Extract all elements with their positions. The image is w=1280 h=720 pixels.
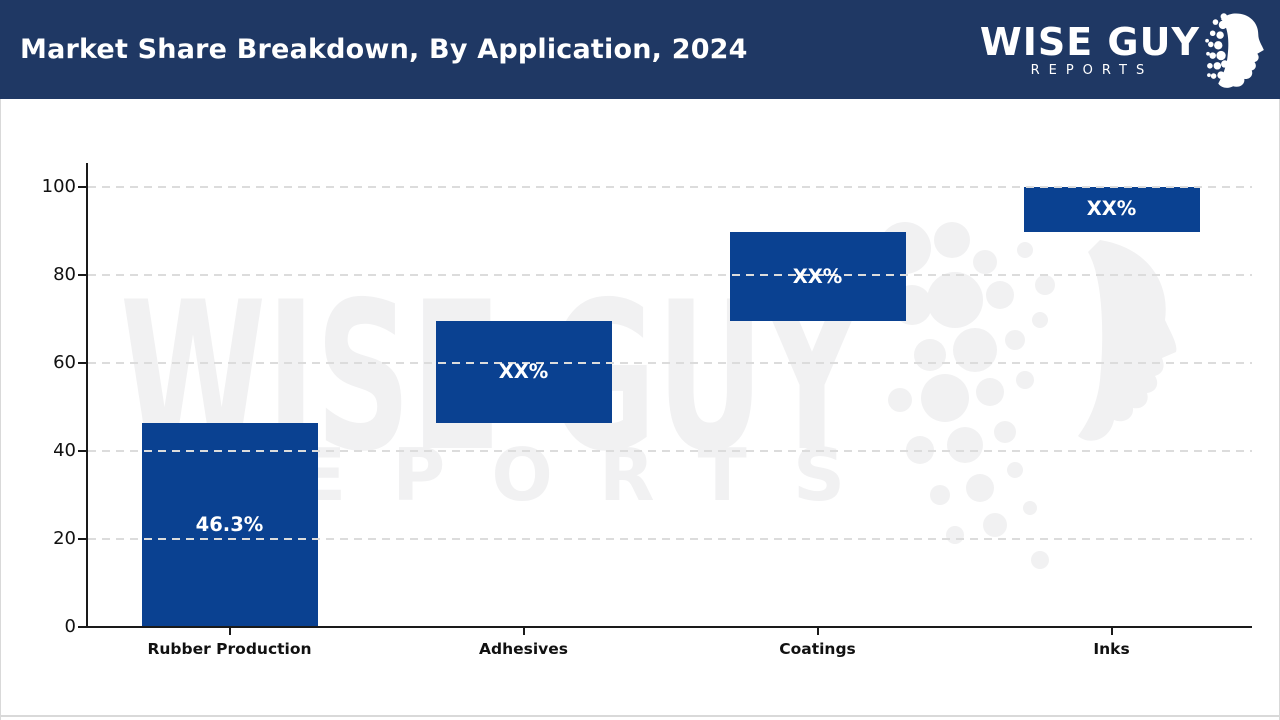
y-tick-40 [78, 450, 86, 452]
bar-adhesives [435, 321, 612, 424]
y-tick-100 [78, 186, 86, 188]
x-tick-0 [228, 627, 231, 635]
bar-value-label: XX% [1086, 197, 1137, 221]
logo-face-icon [1205, 12, 1264, 88]
y-tick-label-80: 80 [53, 264, 76, 285]
bar-coatings [729, 231, 906, 322]
brand-subname: REPORTS [1030, 62, 1154, 78]
watermark-text-2: REPORTS [195, 433, 845, 517]
bar-rubber-production [141, 423, 318, 627]
y-tick-80 [78, 274, 86, 276]
brand-logo: WISE GUY REPORTS [980, 10, 1266, 90]
gridline-60 [88, 362, 1252, 364]
bar-inks [1023, 187, 1200, 232]
x-tick-1 [522, 627, 525, 635]
page-title: Market Share Breakdown, By Application, … [20, 34, 748, 65]
y-tick-label-60: 60 [53, 352, 76, 373]
gridline-40 [88, 450, 1252, 452]
y-axis-spine [86, 163, 88, 628]
gridline-20 [88, 538, 1252, 540]
bar-value-label: 46.3% [195, 513, 264, 537]
watermark-face-icon [1078, 240, 1177, 441]
bottom-border [0, 715, 1280, 717]
watermark-text-1: WISE GUY [120, 259, 862, 497]
y-tick-60 [78, 362, 86, 364]
y-tick-20 [78, 538, 86, 540]
y-tick-label-40: 40 [53, 440, 76, 461]
header-bar: Market Share Breakdown, By Application, … [0, 0, 1280, 99]
gridline-80 [88, 274, 1252, 276]
brand-logo-text: WISE GUY REPORTS [980, 22, 1200, 78]
x-axis-spine [86, 626, 1252, 628]
y-tick-label-100: 100 [41, 176, 76, 197]
x-tick-3 [1110, 627, 1113, 635]
x-category-label: Rubber Production [147, 640, 312, 658]
x-category-label: Coatings [779, 640, 856, 658]
bar-value-label: XX% [792, 264, 843, 288]
brand-name: WISE GUY [979, 19, 1200, 64]
bar-value-label: XX% [498, 360, 549, 384]
x-tick-2 [816, 627, 819, 635]
y-tick-label-20: 20 [53, 528, 76, 549]
watermark-dots-icon [879, 222, 1177, 569]
left-border [0, 99, 1, 720]
y-tick-label-0: 0 [64, 616, 76, 637]
x-category-label: Adhesives [478, 640, 569, 658]
x-category-label: Inks [1093, 640, 1130, 658]
gridline-100 [88, 186, 1252, 188]
y-tick-0 [78, 626, 86, 628]
